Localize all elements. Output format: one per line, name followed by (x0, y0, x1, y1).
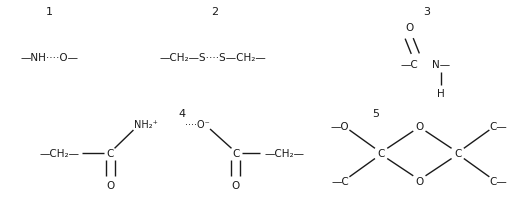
Text: O: O (415, 176, 423, 186)
Text: —CH₂—: —CH₂— (264, 149, 304, 159)
Text: C: C (377, 149, 385, 159)
Text: —C: —C (400, 60, 418, 70)
Text: 4: 4 (178, 108, 185, 118)
Text: C: C (107, 149, 114, 159)
Text: —NH····O—: —NH····O— (20, 52, 78, 62)
Text: ····O⁻: ····O⁻ (185, 119, 209, 129)
Text: 2: 2 (211, 7, 219, 17)
Text: N—: N— (432, 60, 450, 70)
Text: O: O (106, 180, 115, 190)
Text: 1: 1 (46, 7, 53, 17)
Text: O: O (231, 180, 240, 190)
Text: —CH₂—: —CH₂— (39, 149, 79, 159)
Text: C: C (454, 149, 461, 159)
Text: —O: —O (331, 121, 350, 131)
Text: O: O (415, 121, 423, 131)
Text: 3: 3 (423, 7, 431, 17)
Text: —C: —C (331, 176, 349, 186)
Text: NH₂⁺: NH₂⁺ (134, 119, 158, 129)
Text: O: O (405, 23, 413, 33)
Text: —CH₂—S····S—CH₂—: —CH₂—S····S—CH₂— (159, 52, 266, 62)
Text: 5: 5 (373, 108, 379, 118)
Text: H: H (437, 89, 445, 99)
Text: C—: C— (489, 121, 507, 131)
Text: C: C (232, 149, 239, 159)
Text: C—: C— (489, 176, 507, 186)
